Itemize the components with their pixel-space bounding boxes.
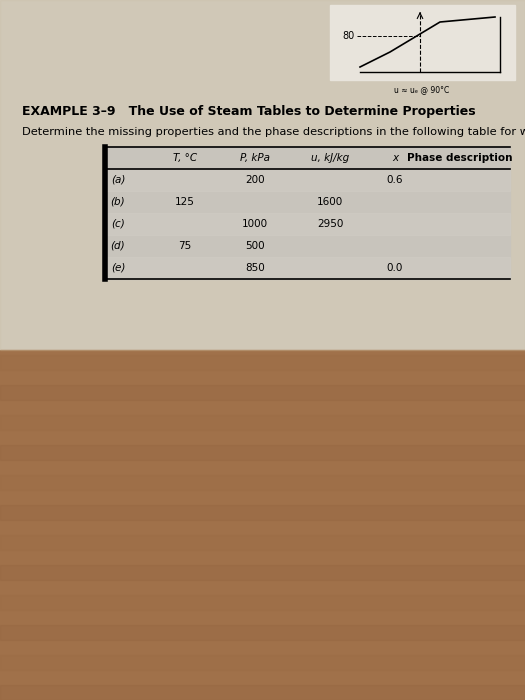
Text: (e): (e) <box>111 263 125 273</box>
Text: u ≈ uₑ @ 90°C: u ≈ uₑ @ 90°C <box>394 85 449 94</box>
Text: 1000: 1000 <box>242 219 268 229</box>
Bar <box>0 385 525 400</box>
Bar <box>330 5 515 80</box>
Bar <box>106 257 510 279</box>
Bar <box>0 445 525 460</box>
Bar <box>105 147 510 279</box>
Bar <box>0 625 525 640</box>
Text: (a): (a) <box>111 175 125 185</box>
Bar <box>0 505 525 520</box>
Text: (d): (d) <box>111 241 125 251</box>
Bar <box>0 565 525 580</box>
Text: 2950: 2950 <box>317 219 343 229</box>
Bar <box>0 655 525 670</box>
Bar <box>0 475 525 490</box>
Bar <box>0 350 525 700</box>
Text: x: x <box>392 153 398 163</box>
Text: EXAMPLE 3–9   The Use of Steam Tables to Determine Properties: EXAMPLE 3–9 The Use of Steam Tables to D… <box>22 105 476 118</box>
Text: 80: 80 <box>343 32 355 41</box>
Bar <box>106 213 510 235</box>
Text: 1600: 1600 <box>317 197 343 207</box>
Text: Determine the missing properties and the phase descriptions in the following tab: Determine the missing properties and the… <box>22 127 525 137</box>
Bar <box>106 169 510 191</box>
Bar <box>0 355 525 370</box>
Text: 500: 500 <box>245 241 265 251</box>
Text: u, kJ/kg: u, kJ/kg <box>311 153 349 163</box>
Bar <box>0 685 525 700</box>
Text: T, °C: T, °C <box>173 153 197 163</box>
Bar <box>0 0 525 350</box>
Text: P, kPa: P, kPa <box>240 153 270 163</box>
Bar <box>0 0 525 350</box>
Text: 125: 125 <box>175 197 195 207</box>
Text: 0.0: 0.0 <box>387 263 403 273</box>
Bar <box>0 595 525 610</box>
Bar <box>0 535 525 550</box>
Text: (b): (b) <box>111 197 125 207</box>
Text: Phase description: Phase description <box>407 153 513 163</box>
Text: 200: 200 <box>245 175 265 185</box>
Text: 850: 850 <box>245 263 265 273</box>
Bar <box>0 415 525 430</box>
Text: (c): (c) <box>111 219 125 229</box>
Text: 75: 75 <box>178 241 192 251</box>
Text: 0.6: 0.6 <box>387 175 403 185</box>
